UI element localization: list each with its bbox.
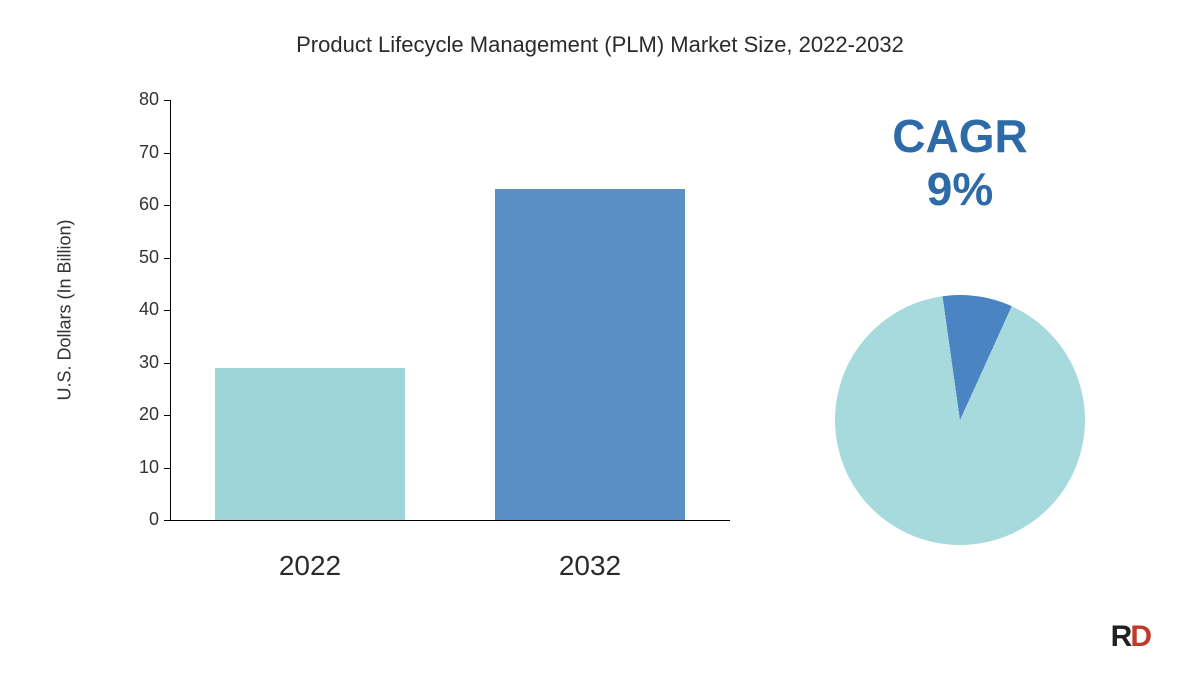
y-tick-label: 70 <box>119 142 159 163</box>
y-tick-mark <box>164 363 170 364</box>
y-axis-line <box>170 100 171 520</box>
y-tick-label: 0 <box>119 509 159 530</box>
x-tick-label: 2022 <box>170 550 450 582</box>
x-tick-label: 2032 <box>450 550 730 582</box>
x-axis-line <box>170 520 730 521</box>
y-tick-label: 50 <box>119 247 159 268</box>
y-tick-label: 40 <box>119 299 159 320</box>
bar-chart: 0102030405060708020222032 <box>170 100 730 520</box>
y-tick-label: 10 <box>119 457 159 478</box>
y-tick-label: 60 <box>119 194 159 215</box>
pie-chart <box>835 295 1085 545</box>
cagr-line2: 9% <box>830 163 1090 216</box>
y-tick-mark <box>164 205 170 206</box>
y-tick-mark <box>164 520 170 521</box>
y-axis-label: U.S. Dollars (In Billion) <box>55 219 76 400</box>
logo-d: D <box>1130 620 1150 653</box>
y-tick-mark <box>164 100 170 101</box>
y-tick-label: 20 <box>119 404 159 425</box>
cagr-line1: CAGR <box>830 110 1090 163</box>
logo-r: R <box>1111 620 1131 653</box>
y-tick-mark <box>164 258 170 259</box>
brand-logo-icon: RD <box>1111 620 1150 654</box>
y-tick-mark <box>164 153 170 154</box>
bar <box>215 368 405 520</box>
chart-title: Product Lifecycle Management (PLM) Marke… <box>0 32 1200 58</box>
y-tick-mark <box>164 310 170 311</box>
y-tick-label: 80 <box>119 89 159 110</box>
y-tick-label: 30 <box>119 352 159 373</box>
cagr-label: CAGR 9% <box>830 110 1090 216</box>
bar <box>495 189 685 520</box>
y-tick-mark <box>164 415 170 416</box>
y-tick-mark <box>164 468 170 469</box>
